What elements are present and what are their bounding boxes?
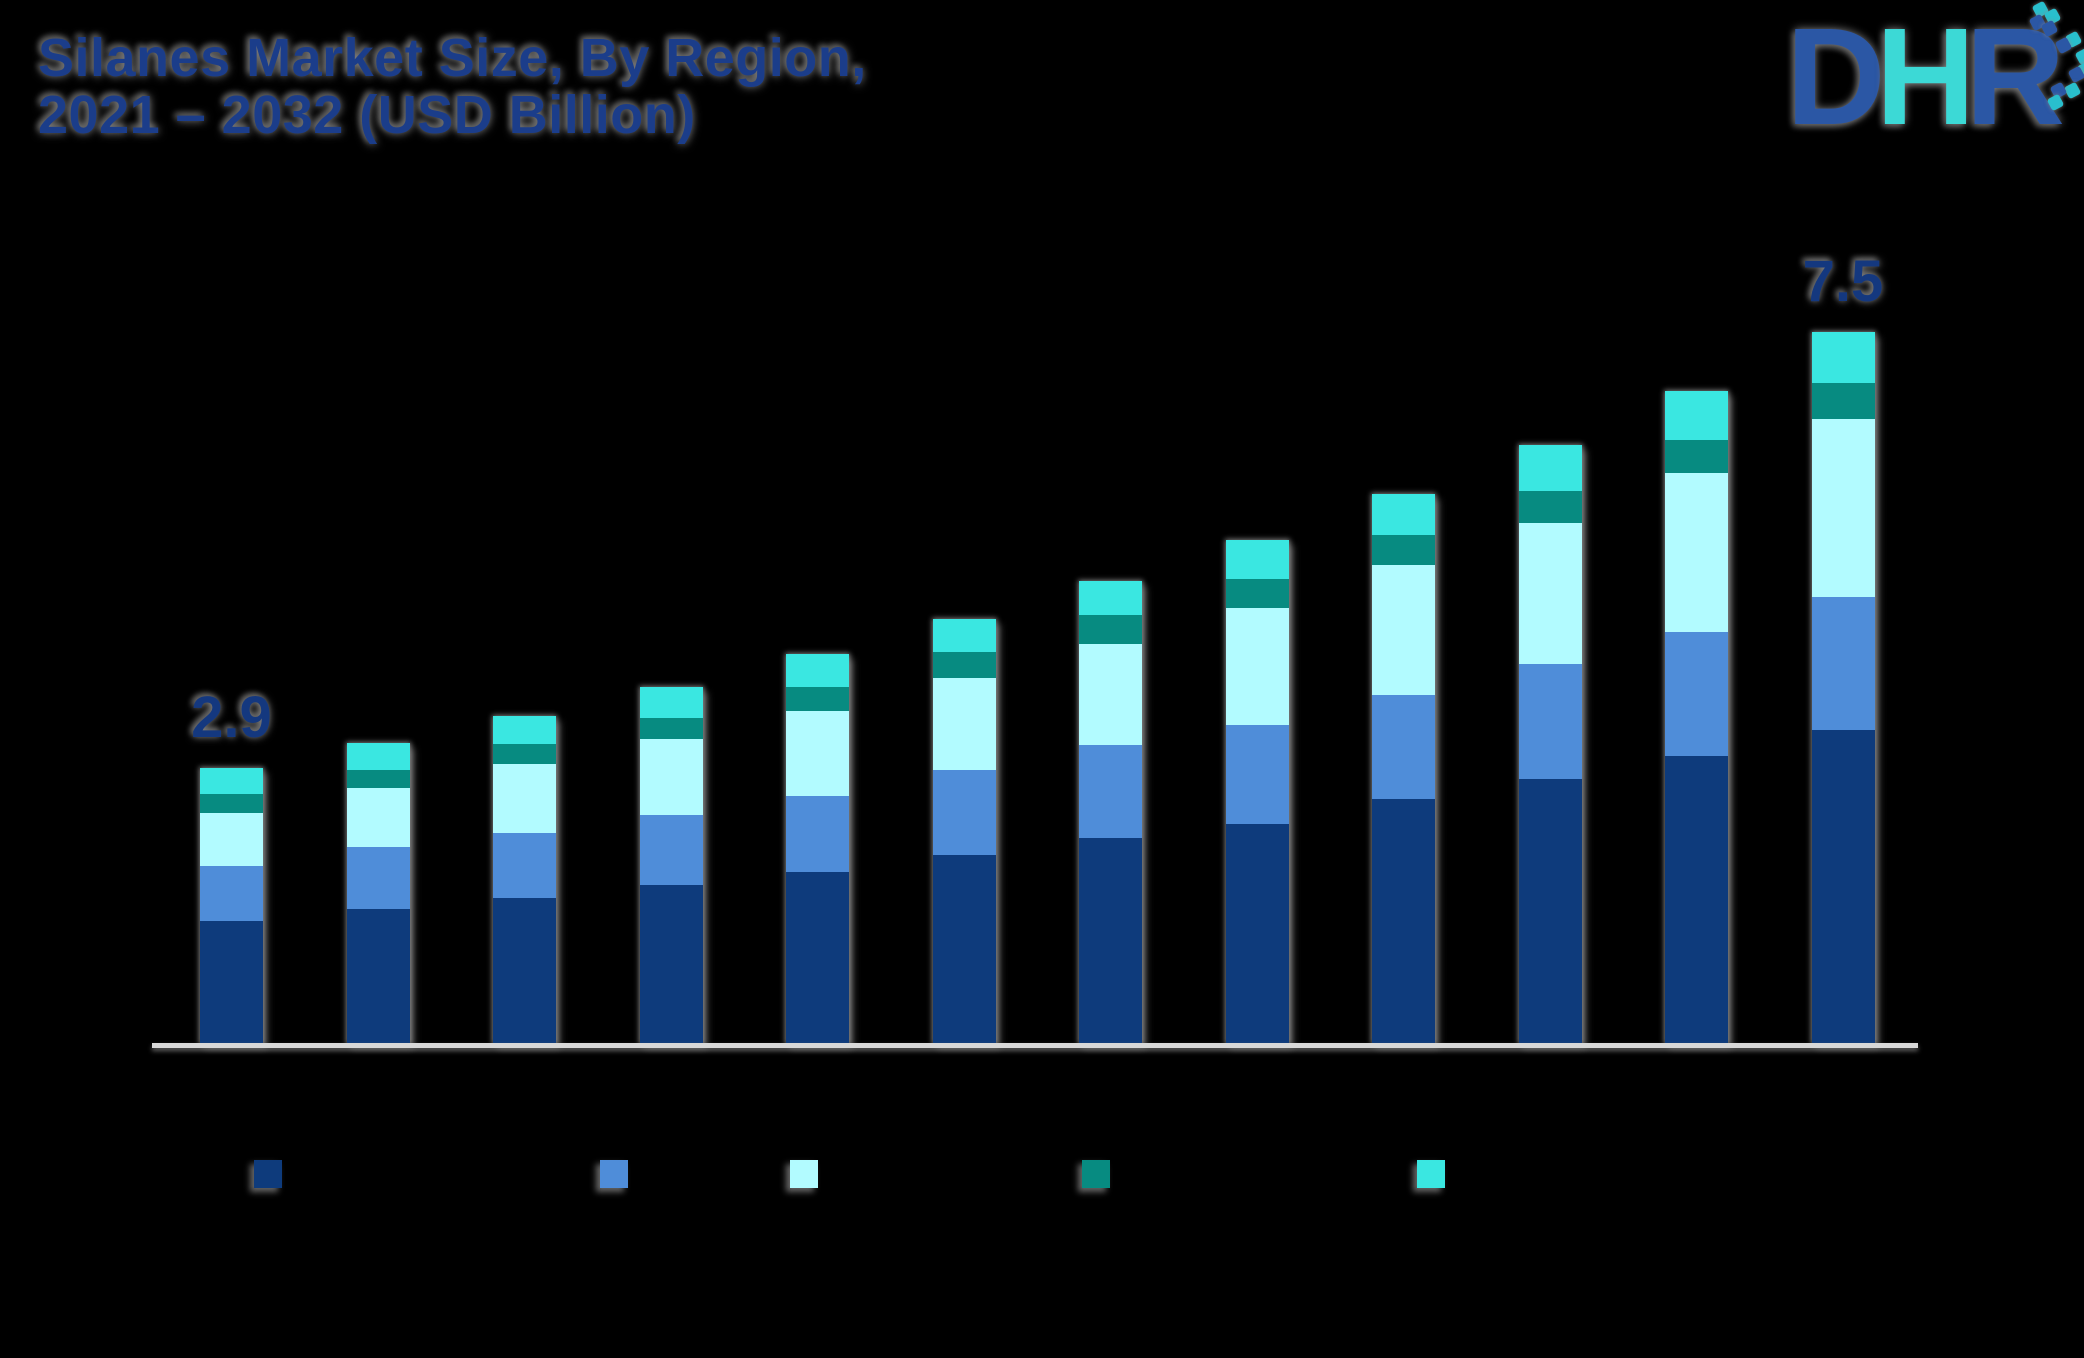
chart-title: Silanes Market Size, By Region, 2021 – 2… (38, 30, 867, 144)
bar-2022-segment-region-5-turquoise (346, 743, 410, 770)
x-axis-baseline (152, 1043, 1918, 1048)
bar-2027-segment-region-1-navy (1079, 838, 1142, 1043)
bar-2031 (1665, 390, 1728, 1043)
bar-2028-segment-region-3-pale-cyan (1225, 607, 1289, 726)
bar-2025-segment-region-5-turquoise (786, 654, 849, 687)
logo-letter-h: H (1875, 0, 1976, 154)
bar-value-label-2032: 7.5 (1802, 249, 1884, 314)
bar-2030-segment-region-2-cornflower-blue (1518, 663, 1582, 780)
bar-2024-segment-region-1-navy (639, 884, 703, 1043)
bar-2027-segment-region-2-cornflower-blue (1079, 745, 1142, 839)
legend-swatch-region-1-navy (254, 1160, 282, 1188)
bar-2026-segment-region-4-teal (932, 652, 996, 679)
bar-2026 (932, 619, 996, 1043)
bar-2029-segment-region-5-turquoise (1372, 494, 1435, 535)
bar-2026-segment-region-1-navy (932, 855, 996, 1043)
bar-2022-segment-region-4-teal (346, 770, 410, 788)
bar-2030-segment-region-4-teal (1518, 491, 1582, 523)
bar-2029 (1372, 494, 1435, 1043)
bar-2027-segment-region-5-turquoise (1079, 581, 1142, 616)
dhr-logo: DHR (1786, 0, 2084, 162)
logo-letter-d: D (1786, 0, 1886, 154)
bar-2023-segment-region-5-turquoise (493, 715, 556, 745)
bar-2023 (493, 715, 556, 1043)
bar-2027-segment-region-3-pale-cyan (1079, 643, 1142, 746)
bar-2028-segment-region-1-navy (1225, 824, 1289, 1043)
bar-2026-segment-region-5-turquoise (932, 619, 996, 653)
bar-2021 (200, 768, 263, 1043)
bar-2026-segment-region-2-cornflower-blue (932, 769, 996, 856)
bar-2029-segment-region-3-pale-cyan (1372, 565, 1435, 696)
bar-2031-segment-region-3-pale-cyan (1665, 473, 1728, 632)
bar-2029-segment-region-4-teal (1372, 534, 1435, 566)
bar-2028 (1225, 539, 1289, 1043)
legend-swatch-region-4-teal (1082, 1160, 1110, 1188)
bar-2022-segment-region-3-pale-cyan (346, 788, 410, 847)
bar-2030-segment-region-1-navy (1518, 779, 1582, 1043)
bar-2032-segment-region-3-pale-cyan (1811, 419, 1875, 597)
bar-2029-segment-region-1-navy (1372, 799, 1435, 1043)
bar-2024-segment-region-5-turquoise (639, 686, 703, 718)
bar-2031-segment-region-1-navy (1665, 755, 1728, 1043)
bar-2021-segment-region-2-cornflower-blue (200, 865, 263, 921)
bar-2026-segment-region-3-pale-cyan (932, 678, 996, 770)
bar-2027 (1079, 581, 1142, 1043)
bar-2031-segment-region-4-teal (1665, 440, 1728, 474)
bar-2023-segment-region-2-cornflower-blue (493, 832, 556, 898)
bar-2024 (639, 686, 703, 1043)
chart-title-line1: Silanes Market Size, By Region, (38, 28, 867, 88)
bar-2032-segment-region-1-navy (1811, 730, 1875, 1043)
legend-swatch-region-3-pale-cyan (790, 1160, 818, 1188)
bar-2023-segment-region-4-teal (493, 744, 556, 765)
legend-swatch-region-2-cornflower-blue (600, 1160, 628, 1188)
bar-2029-segment-region-2-cornflower-blue (1372, 695, 1435, 800)
bar-2024-segment-region-4-teal (639, 717, 703, 739)
bar-2028-segment-region-5-turquoise (1225, 539, 1289, 580)
bar-2021-segment-region-3-pale-cyan (200, 812, 263, 866)
bar-2032-segment-region-2-cornflower-blue (1811, 596, 1875, 731)
bar-2021-segment-region-4-teal (200, 793, 263, 813)
bar-2030-segment-region-3-pale-cyan (1518, 522, 1582, 664)
bar-2021-segment-region-5-turquoise (200, 768, 263, 794)
bar-2030 (1518, 444, 1582, 1043)
bar-value-label-2021: 2.9 (191, 685, 272, 751)
bar-2021-segment-region-1-navy (200, 920, 263, 1043)
bar-2031-segment-region-5-turquoise (1665, 390, 1728, 441)
bar-2025-segment-region-2-cornflower-blue (786, 795, 849, 873)
bar-2031-segment-region-2-cornflower-blue (1665, 631, 1728, 756)
bar-2032 (1811, 332, 1875, 1043)
bar-2025 (786, 654, 849, 1043)
legend-swatch-region-5-turquoise (1417, 1160, 1445, 1188)
bar-2030-segment-region-5-turquoise (1518, 444, 1582, 492)
bar-2032-segment-region-5-turquoise (1811, 332, 1875, 384)
bar-2024-segment-region-3-pale-cyan (639, 738, 703, 815)
bar-2025-segment-region-3-pale-cyan (786, 711, 849, 796)
bar-2025-segment-region-1-navy (786, 872, 849, 1043)
bar-2022 (346, 743, 410, 1043)
bar-2022-segment-region-1-navy (346, 909, 410, 1043)
bar-2032-segment-region-4-teal (1811, 383, 1875, 420)
bar-2023-segment-region-3-pale-cyan (493, 764, 556, 833)
bar-2028-segment-region-4-teal (1225, 579, 1289, 608)
bar-2027-segment-region-4-teal (1079, 615, 1142, 644)
bar-2025-segment-region-4-teal (786, 686, 849, 712)
bar-2028-segment-region-2-cornflower-blue (1225, 725, 1289, 824)
chart-title-line2: 2021 – 2032 (USD Billion) (38, 85, 696, 145)
bar-2022-segment-region-2-cornflower-blue (346, 846, 410, 910)
bar-2024-segment-region-2-cornflower-blue (639, 814, 703, 885)
dhr-logo-text: DHR (1786, 0, 2084, 162)
bar-2023-segment-region-1-navy (493, 897, 556, 1043)
